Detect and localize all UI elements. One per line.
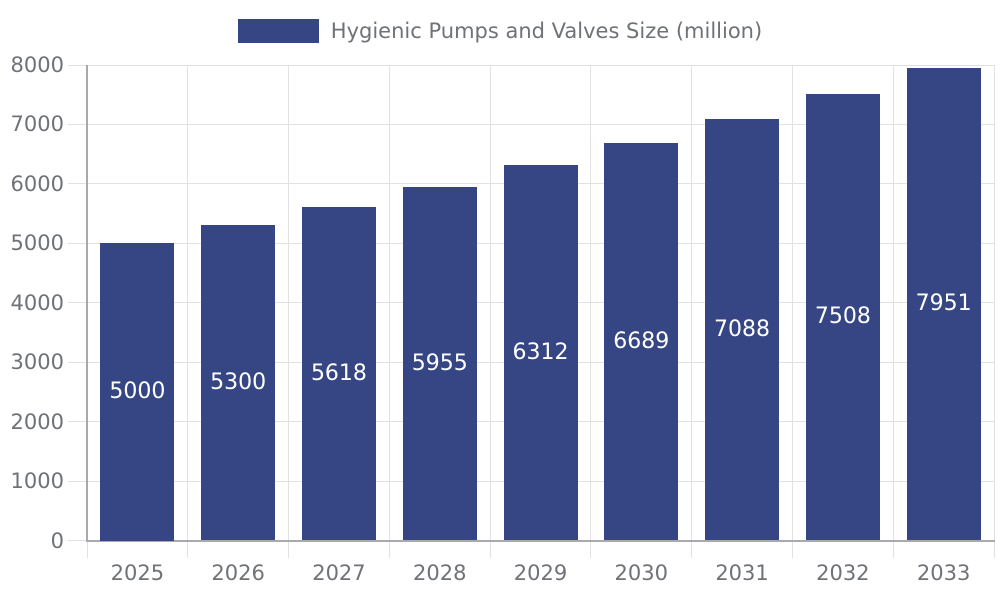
y-axis-tick-label: 8000	[10, 53, 64, 77]
x-axis-tick	[892, 540, 894, 558]
bar-value-label: 6689	[613, 328, 670, 354]
bar-value-label: 5955	[411, 350, 468, 376]
y-gridline	[68, 64, 994, 66]
bar-2027[interactable]	[301, 206, 376, 541]
y-axis-tick-label: 1000	[10, 469, 64, 494]
x-axis-tick-label: 2033	[916, 561, 971, 585]
x-axis-tick	[489, 540, 491, 558]
bar-value-label: 5300	[210, 369, 267, 395]
legend-item[interactable]: Hygienic Pumps and Valves Size (million)	[0, 15, 1000, 47]
x-axis-tick	[187, 540, 189, 558]
x-gridline	[791, 65, 793, 541]
bar-value-label: 5000	[109, 378, 166, 404]
y-axis-tick-label: 4000	[10, 290, 64, 315]
x-axis-tick-label: 2029	[513, 561, 568, 585]
x-gridline	[288, 65, 290, 541]
y-gridline	[68, 123, 994, 125]
bar-value-label: 7951	[915, 291, 972, 317]
x-gridline	[892, 65, 894, 541]
x-gridline	[388, 65, 390, 541]
x-axis-tick-label: 2026	[211, 561, 265, 585]
x-axis-tick	[288, 540, 290, 558]
x-axis-tick-label: 2025	[110, 561, 165, 585]
x-gridline	[691, 65, 693, 541]
x-axis-tick-label: 2031	[715, 561, 769, 585]
bar-value-label: 5618	[310, 360, 367, 386]
bar-2031[interactable]	[705, 119, 780, 541]
bar-2028[interactable]	[402, 186, 477, 541]
x-axis-tick-label: 2028	[412, 561, 467, 585]
legend-swatch	[237, 19, 319, 43]
bar-2030[interactable]	[604, 142, 679, 541]
bar-value-label: 7508	[814, 304, 871, 330]
x-gridline	[489, 65, 491, 541]
x-axis-tick-label: 2032	[816, 561, 870, 585]
y-axis-line	[86, 65, 88, 542]
bar-2026[interactable]	[201, 225, 276, 541]
x-axis-tick-label: 2030	[614, 561, 668, 585]
x-axis-tick	[993, 540, 995, 558]
x-gridline	[187, 65, 189, 541]
x-axis-tick	[791, 540, 793, 558]
y-axis-tick-label: 5000	[10, 231, 64, 256]
bar-value-label: 7088	[714, 316, 771, 342]
y-axis-tick-label: 7000	[10, 112, 64, 137]
bar-2032[interactable]	[805, 94, 880, 541]
legend-label: Hygienic Pumps and Valves Size (million)	[330, 19, 763, 43]
bar-2025[interactable]	[100, 243, 175, 541]
x-axis-tick	[86, 540, 88, 558]
x-axis-tick-label: 2027	[312, 561, 366, 585]
x-gridline	[993, 65, 995, 541]
y-axis-tick-label: 6000	[10, 171, 64, 196]
x-axis-line	[86, 539, 995, 542]
bar-2029[interactable]	[503, 165, 578, 541]
bar-value-label: 6312	[512, 339, 569, 365]
y-axis-tick-label: 3000	[10, 350, 64, 375]
bar-2033[interactable]	[906, 67, 981, 541]
x-axis-tick	[590, 540, 592, 558]
x-axis-tick	[691, 540, 693, 558]
y-axis-tick-label: 2000	[10, 409, 64, 434]
x-axis-tick	[388, 540, 390, 558]
x-gridline	[590, 65, 592, 541]
y-axis-tick-label: 0	[50, 528, 64, 553]
